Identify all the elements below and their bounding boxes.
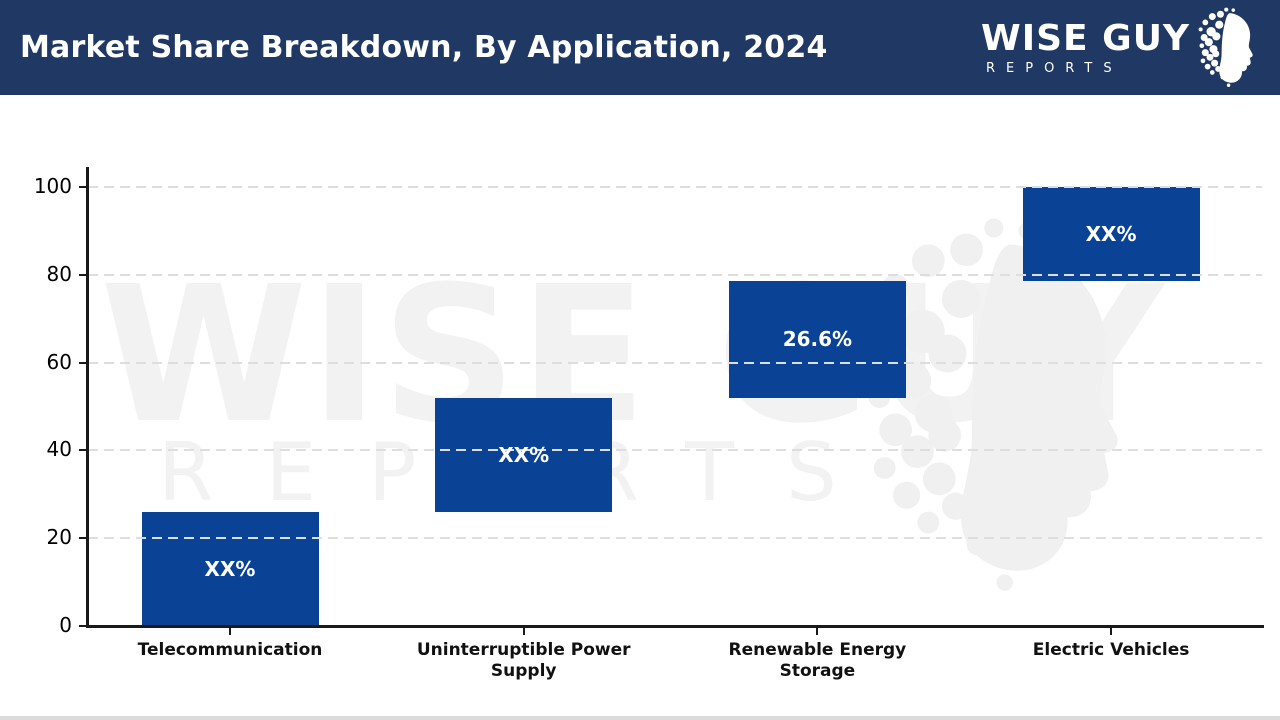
y-tick-mark-20 xyxy=(79,537,87,540)
bar-value-label-1: XX% xyxy=(498,442,550,467)
header-bar: Market Share Breakdown, By Application, … xyxy=(0,0,1280,95)
gridline-40 xyxy=(88,449,1262,452)
gridline-60 xyxy=(88,361,1262,364)
y-tick-label-60: 60 xyxy=(46,349,72,374)
x-tick-mark-3 xyxy=(1110,627,1113,635)
y-tick-label-0: 0 xyxy=(59,613,72,637)
x-axis-line xyxy=(86,625,1264,628)
bar-1 xyxy=(435,397,613,512)
chart-area: WISE GUY REPORTS 020406080100XX%Telecomm… xyxy=(0,95,1280,716)
y-tick-label-100: 100 xyxy=(33,174,72,198)
logo-text: WISE GUY REPORTS xyxy=(980,17,1190,76)
bottom-strip xyxy=(0,716,1280,720)
y-tick-mark-40 xyxy=(79,449,87,452)
bar-value-label-2: 26.6% xyxy=(782,327,853,352)
logo-wordmark: WISE GUY xyxy=(980,17,1190,59)
y-tick-mark-100 xyxy=(79,186,87,188)
bar-value-label-3: XX% xyxy=(1085,221,1137,246)
x-category-label-1: Uninterruptible Power Supply xyxy=(416,640,631,681)
bar-value-label-0: XX% xyxy=(204,556,256,581)
x-category-label-2: Renewable Energy Storage xyxy=(728,640,907,681)
x-tick-mark-2 xyxy=(816,627,819,635)
bar-3 xyxy=(1022,187,1200,281)
gridline-100 xyxy=(88,186,1262,188)
x-category-label-3: Electric Vehicles xyxy=(1032,640,1190,660)
y-tick-mark-60 xyxy=(79,361,87,364)
x-tick-mark-1 xyxy=(522,627,525,635)
logo-subtitle: REPORTS xyxy=(985,60,1123,76)
gridline-80 xyxy=(88,273,1262,276)
x-tick-mark-0 xyxy=(229,627,231,635)
y-tick-label-80: 80 xyxy=(46,261,72,286)
y-tick-label-20: 20 xyxy=(46,525,72,550)
plot: 0 20 40 60 80 100 XX% Telecommunication XX% Unint… xyxy=(0,95,1280,716)
y-tick-label-40: 40 xyxy=(46,437,72,462)
gridline-20 xyxy=(88,537,1262,540)
y-tick-mark-0 xyxy=(79,625,87,627)
wiseguy-logo: WISE GUY REPORTS xyxy=(981,7,1260,89)
chart-title: Market Share Breakdown, By Application, … xyxy=(20,30,828,65)
x-category-label-0: Telecommunication xyxy=(137,640,323,660)
bar-0 xyxy=(141,511,319,626)
y-axis-line xyxy=(86,167,89,627)
wiseguy-head-icon xyxy=(1196,7,1260,89)
bar-2 xyxy=(728,280,906,398)
y-tick-mark-80 xyxy=(79,273,87,276)
